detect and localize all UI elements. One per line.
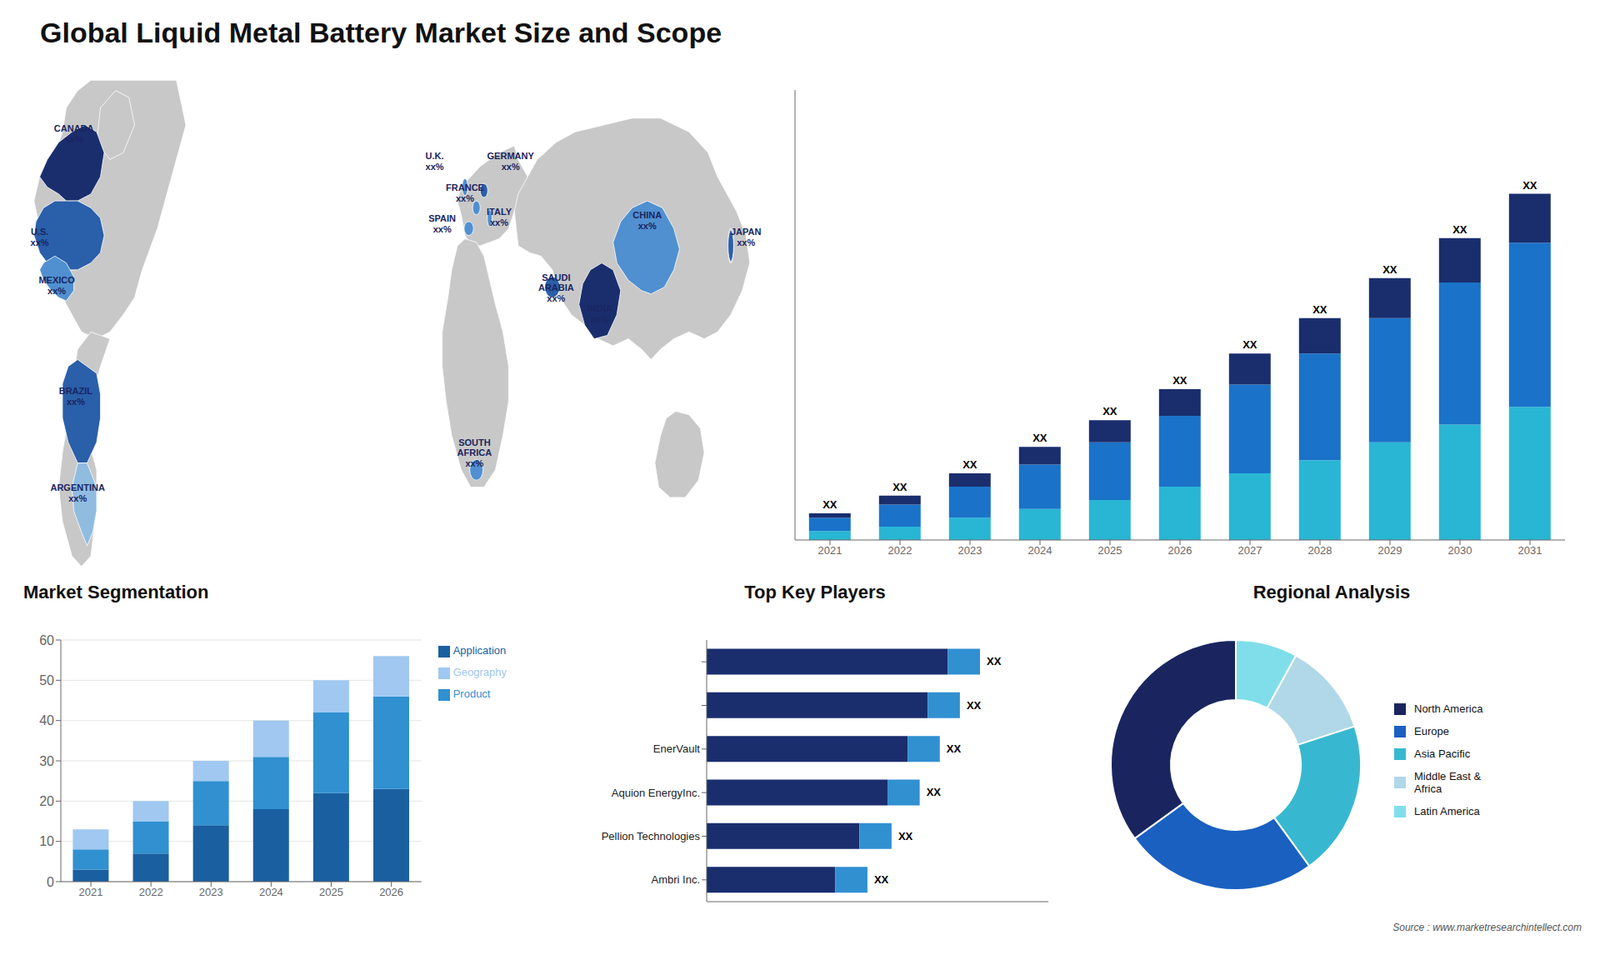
svg-text:SPAIN: SPAIN xyxy=(428,213,456,224)
svg-text:50: 50 xyxy=(39,673,55,688)
html-text:Asia Pacific: Asia Pacific xyxy=(1414,747,1471,760)
svg-text:ARGENTINA: ARGENTINA xyxy=(50,482,105,493)
html-text:Africa: Africa xyxy=(1414,782,1442,795)
svg-text:FRANCE: FRANCE xyxy=(445,182,485,193)
svg-text:XX: XX xyxy=(1032,431,1048,445)
svg-text:2030: 2030 xyxy=(1448,544,1473,557)
svg-text:CHINA: CHINA xyxy=(632,210,662,220)
html-text:Application: Application xyxy=(453,644,507,657)
svg-text:XX: XX xyxy=(1102,405,1118,418)
svg-text:2029: 2029 xyxy=(1378,544,1403,557)
svg-text:2026: 2026 xyxy=(379,885,404,899)
svg-text:U.K.: U.K. xyxy=(425,150,445,161)
svg-text:2031: 2031 xyxy=(1518,544,1543,557)
svg-text:2024: 2024 xyxy=(259,885,284,899)
svg-text:CANADA: CANADA xyxy=(54,123,95,134)
html-text:Middle East &: Middle East & xyxy=(1414,770,1481,783)
svg-text:2021: 2021 xyxy=(79,885,104,899)
svg-text:2022: 2022 xyxy=(888,544,913,557)
svg-text:2025: 2025 xyxy=(1098,544,1123,557)
svg-text:2021: 2021 xyxy=(818,544,843,557)
svg-text:xx%: xx% xyxy=(638,220,657,231)
svg-text:2023: 2023 xyxy=(199,885,224,899)
svg-text:BRAZIL: BRAZIL xyxy=(59,385,94,396)
svg-text:xx%: xx% xyxy=(590,314,610,325)
svg-text:SOUTH: SOUTH xyxy=(458,437,491,448)
svg-text:Aquion EnergyInc.: Aquion EnergyInc. xyxy=(611,786,700,800)
svg-text:xx%: xx% xyxy=(736,237,755,248)
html-text:North America: North America xyxy=(1414,702,1483,715)
svg-text:xx%: xx% xyxy=(501,161,520,172)
svg-text:XX: XX xyxy=(822,498,838,511)
svg-text:2024: 2024 xyxy=(1028,544,1053,557)
svg-text:xx%: xx% xyxy=(425,161,445,172)
svg-text:XX: XX xyxy=(892,480,908,494)
svg-text:xx%: xx% xyxy=(68,493,87,504)
svg-text:2023: 2023 xyxy=(958,544,983,557)
svg-text:SAUDI: SAUDI xyxy=(541,272,570,283)
svg-text:MEXICO: MEXICO xyxy=(38,275,75,285)
svg-text:XX: XX xyxy=(1522,179,1538,192)
svg-text:XX: XX xyxy=(1452,223,1468,236)
svg-text:JAPAN: JAPAN xyxy=(730,226,762,237)
svg-text:Ambri Inc.: Ambri Inc. xyxy=(650,873,700,886)
svg-text:XX: XX xyxy=(946,742,962,755)
svg-text:2027: 2027 xyxy=(1238,544,1263,557)
svg-text:XX: XX xyxy=(962,458,978,471)
svg-text:30: 30 xyxy=(39,754,55,769)
svg-text:xx%: xx% xyxy=(490,217,509,228)
svg-text:XX: XX xyxy=(926,785,942,799)
svg-text:Pellion Technologies: Pellion Technologies xyxy=(601,830,701,843)
svg-text:xx%: xx% xyxy=(433,224,452,235)
svg-text:AFRICA: AFRICA xyxy=(457,447,493,458)
html-text:Product: Product xyxy=(453,687,491,700)
html-text:Global Liquid Metal Battery Ma: Global Liquid Metal Battery Market Size … xyxy=(40,16,722,49)
svg-text:XX: XX xyxy=(1312,303,1328,316)
html-text:Geography: Geography xyxy=(453,665,507,679)
html-text:Latin America: Latin America xyxy=(1414,805,1480,818)
svg-text:XX: XX xyxy=(1242,338,1258,351)
html-text:Europe: Europe xyxy=(1414,725,1450,738)
svg-text:xx%: xx% xyxy=(465,458,484,469)
svg-text:40: 40 xyxy=(39,713,55,728)
svg-text:GERMANY: GERMANY xyxy=(487,150,535,161)
svg-text:0: 0 xyxy=(46,875,55,890)
svg-text:10: 10 xyxy=(39,834,55,849)
svg-text:U.S.: U.S. xyxy=(30,226,49,237)
svg-text:XX: XX xyxy=(1382,263,1398,276)
svg-text:ITALY: ITALY xyxy=(486,206,513,217)
svg-text:xx%: xx% xyxy=(546,293,565,304)
svg-text:2022: 2022 xyxy=(139,885,164,899)
svg-text:EnerVault: EnerVault xyxy=(653,742,701,755)
svg-text:XX: XX xyxy=(966,699,982,712)
svg-text:XX: XX xyxy=(874,873,890,886)
svg-text:xx%: xx% xyxy=(47,285,66,296)
svg-text:xx%: xx% xyxy=(65,134,84,145)
svg-text:XX: XX xyxy=(898,830,914,843)
svg-text:20: 20 xyxy=(39,794,55,809)
svg-text:XX: XX xyxy=(1172,374,1188,387)
svg-text:INDIA: INDIA xyxy=(587,303,613,314)
svg-text:2026: 2026 xyxy=(1168,544,1193,557)
svg-text:xx%: xx% xyxy=(66,396,85,407)
svg-text:ARABIA: ARABIA xyxy=(538,282,575,293)
svg-text:2025: 2025 xyxy=(319,885,344,899)
svg-text:60: 60 xyxy=(39,633,55,648)
svg-text:xx%: xx% xyxy=(455,193,475,204)
svg-text:XX: XX xyxy=(986,655,1002,668)
html-text:Source : www.marketresearchint: Source : www.marketresearchintellect.com xyxy=(1392,921,1582,934)
svg-text:2028: 2028 xyxy=(1308,544,1333,557)
html-text:Regional Analysis: Regional Analysis xyxy=(1253,581,1411,603)
html-text:Top Key Players: Top Key Players xyxy=(744,581,886,603)
html-text:Market Segmentation: Market Segmentation xyxy=(23,581,209,603)
svg-text:xx%: xx% xyxy=(30,237,50,248)
